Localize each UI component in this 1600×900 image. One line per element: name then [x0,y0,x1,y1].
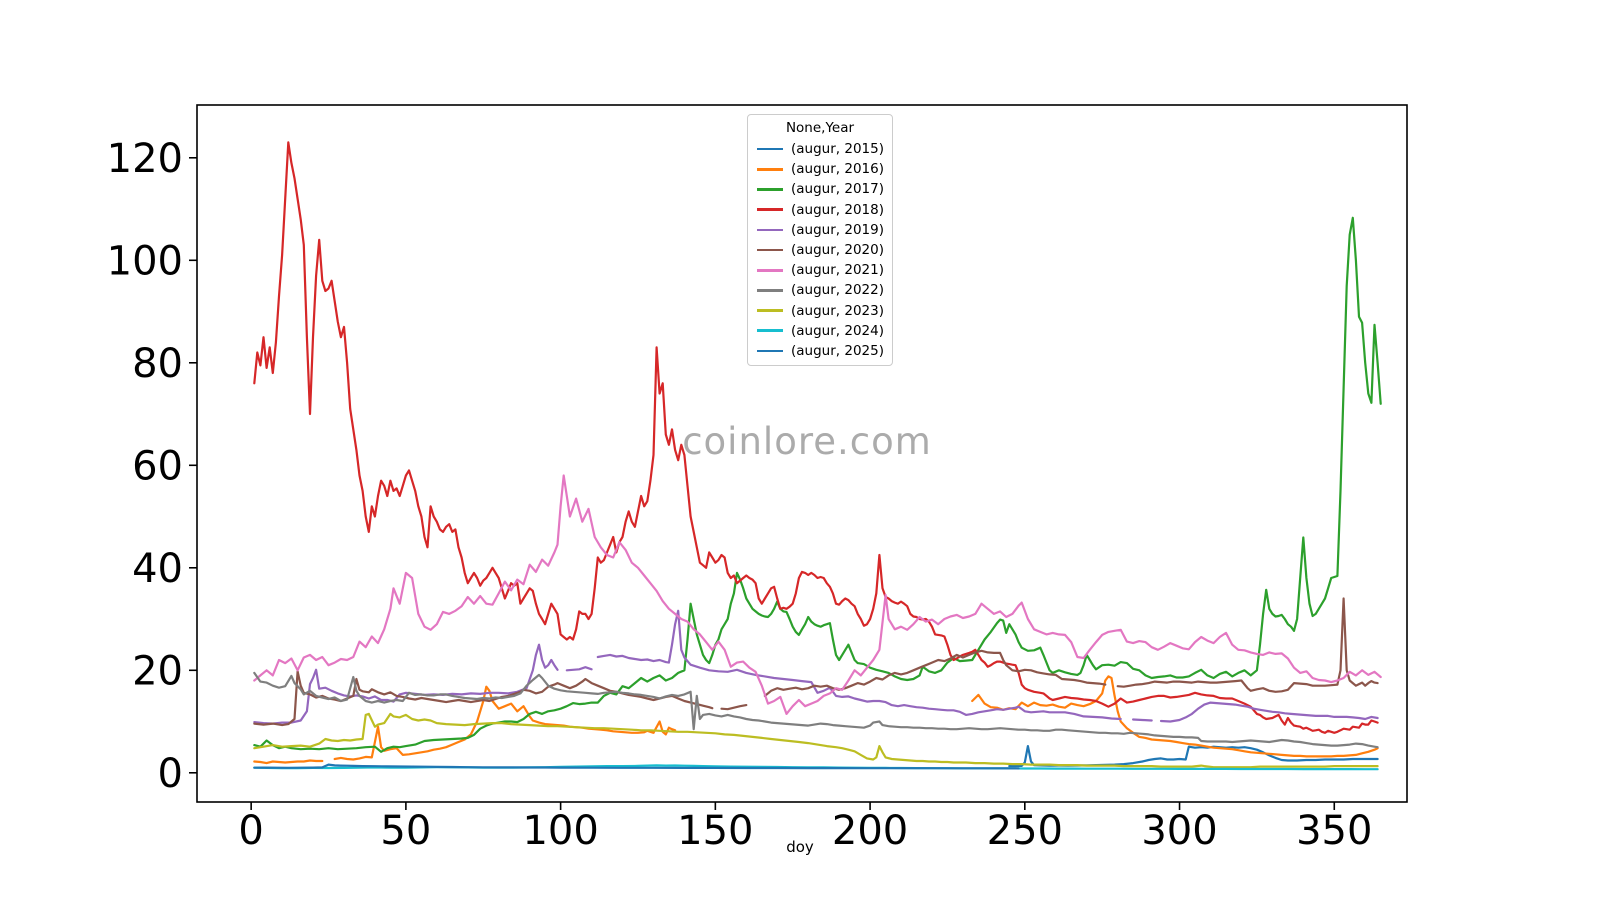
y-tick-label: 60 [132,443,183,489]
legend-entry: (augur, 2023) [748,301,892,321]
x-tick-label: 300 [1141,808,1217,854]
series-line-augur-2019 [1131,718,1153,722]
legend-entry-label: (augur, 2023) [791,302,884,319]
series-line-augur-2020 [763,649,1107,698]
legend-entry: (augur, 2022) [748,280,892,300]
legend-entry: (augur, 2024) [748,321,892,341]
series-line-augur-2019 [1159,701,1379,723]
series-line-augur-2020 [1116,597,1379,693]
legend-entry-label: (augur, 2015) [791,141,884,158]
legend-line-swatch [757,248,783,252]
series-line-augur-2020 [720,703,748,711]
legend-title: None,Year [785,120,855,136]
legend-line-swatch [757,329,783,333]
legend-entry: (augur, 2015) [748,139,892,159]
legend-entry-label: (augur, 2019) [791,221,884,238]
series-line-augur-2019 [596,609,1122,721]
x-axis-title: doy [786,838,814,856]
legend-entry-label: (augur, 2021) [791,262,884,279]
legend-entry: (augur, 2020) [748,240,892,260]
legend-entry: (augur, 2017) [748,179,892,199]
x-tick-label: 50 [380,808,431,854]
x-tick-label: 200 [832,808,908,854]
y-tick-label: 0 [158,751,183,797]
series-line-augur-2022 [253,671,1379,749]
y-tick-label: 20 [132,648,183,694]
series-line-augur-2017 [253,216,1382,753]
x-tick-label: 250 [987,808,1063,854]
legend-line-swatch [757,188,783,191]
legend-entry-label: (augur, 2018) [791,201,884,218]
series-line-augur-2016 [253,759,324,765]
series-line-augur-2025 [253,763,1020,770]
y-tick-label: 100 [107,238,183,284]
legend-entry: (augur, 2019) [748,220,892,240]
series-line-augur-2023 [253,712,1379,769]
legend-entry-label: (augur, 2025) [791,342,884,359]
series-line-augur-2020 [253,670,714,727]
legend: None,Year (augur, 2015) (augur, 2016) (aug… [747,114,893,367]
series-line-augur-2018 [253,141,1379,734]
legend-entry-label: (augur, 2024) [791,322,884,339]
series-line-augur-2016 [971,675,1379,758]
legend-entry: (augur, 2018) [748,200,892,220]
x-tick-label: 0 [238,808,263,854]
series-line-augur-2019 [253,643,559,725]
legend-line-swatch [757,309,783,312]
legend-entry-label: (augur, 2016) [791,161,884,178]
y-tick-label: 40 [132,546,183,592]
watermark: coinlore.com [682,420,932,463]
x-tick-label: 100 [522,808,598,854]
y-tick-label: 80 [132,341,183,387]
legend-entry: (augur, 2025) [748,341,892,361]
legend-line-swatch [757,268,783,272]
legend-entry-label: (augur, 2022) [791,282,884,299]
legend-line-swatch [757,228,783,232]
y-tick-label: 120 [107,136,183,182]
legend-line-swatch [757,289,783,292]
x-tick-label: 150 [677,808,753,854]
x-tick-label: 350 [1296,808,1372,854]
legend-entry: (augur, 2016) [748,159,892,179]
series-line-augur-2016 [333,685,677,761]
legend-entry-label: (augur, 2017) [791,181,884,198]
legend-line-swatch [757,349,783,353]
series-lines [253,141,1382,771]
legend-entry: (augur, 2021) [748,260,892,280]
legend-line-swatch [757,208,783,211]
legend-line-swatch [757,147,783,151]
legend-entry-label: (augur, 2020) [791,242,884,259]
series-line-augur-2021 [253,474,1382,716]
legend-line-swatch [757,167,783,171]
axes-spines [196,104,1408,803]
series-line-augur-2019 [565,666,593,672]
